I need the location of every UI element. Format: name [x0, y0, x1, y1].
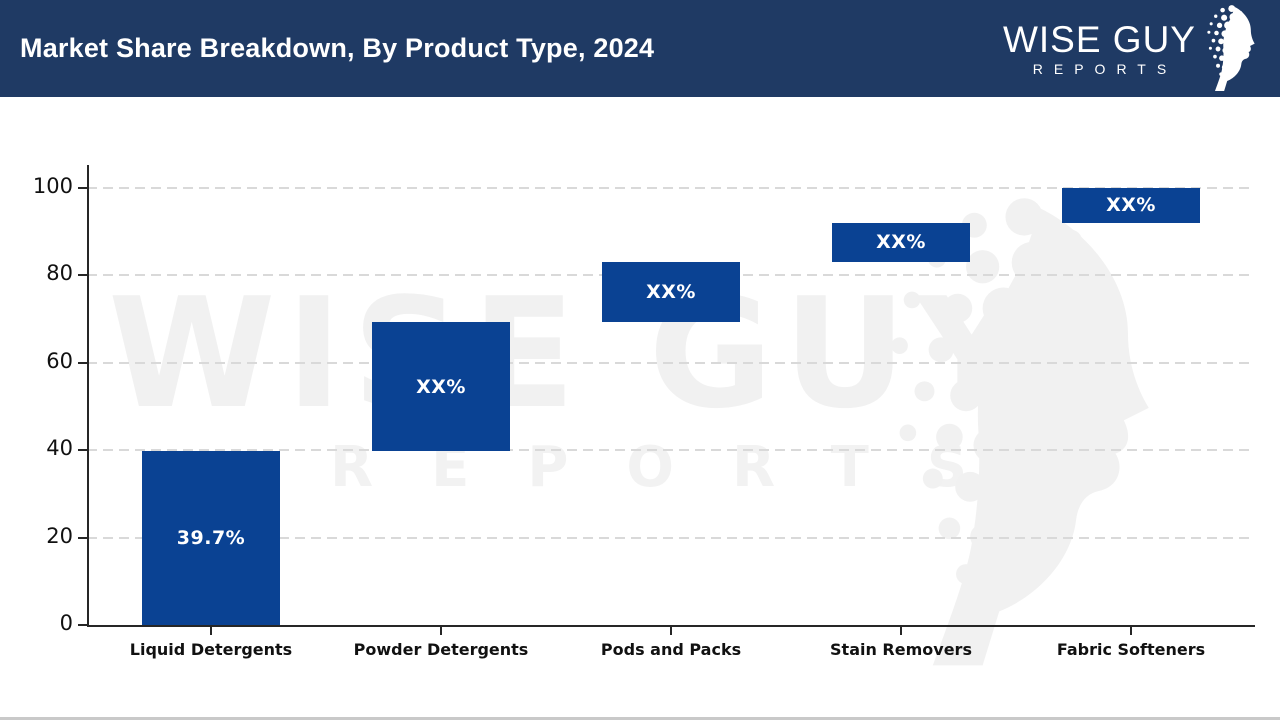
y-tick-label: 40 — [46, 436, 73, 460]
x-tick-mark — [440, 627, 442, 635]
bar-pods-and-packs: XX% — [602, 261, 740, 322]
gridline-100 — [87, 186, 1255, 189]
logo-wordmark-line2: REPORTS — [1032, 60, 1178, 77]
y-tick-label: 0 — [59, 611, 73, 635]
y-tick-label: 20 — [46, 523, 73, 548]
waterfall-chart: 0 20 40 60 80 100 39.7% Liquid Detergents XX% Pow… — [0, 97, 1280, 720]
y-tick-label: 100 — [32, 173, 73, 198]
brand-logo: WISE GUY REPORTS — [1003, 4, 1262, 94]
logo-wordmark-line1: WISE GUY — [1002, 18, 1196, 60]
bar-powder-detergents: XX% — [372, 321, 510, 452]
page-title: Market Share Breakdown, By Product Type,… — [20, 33, 655, 63]
bottom-divider — [0, 717, 1280, 720]
bar-value-label: XX% — [1106, 194, 1156, 216]
x-tick-label: Pods and Packs — [600, 640, 742, 659]
y-tick-mark — [78, 624, 87, 626]
watermark-text-line1: WISE GUY — [108, 265, 1037, 442]
bar-stain-removers: XX% — [832, 222, 970, 262]
bar-fabric-softeners: XX% — [1062, 187, 1200, 223]
x-tick-label: Stain Removers — [830, 640, 972, 659]
bar-liquid-detergents: 39.7% — [142, 451, 280, 625]
header-bar: Market Share Breakdown, By Product Type,… — [0, 0, 1280, 97]
y-tick-label: 80 — [46, 261, 73, 285]
y-tick-mark — [78, 186, 87, 189]
y-tick-mark — [78, 361, 87, 364]
chart-area: WISE GUY REPORTS 0 20 40 60 80 100 39.7% Liquid… — [0, 97, 1280, 720]
bar-value-label: XX% — [646, 280, 696, 303]
y-tick-mark — [78, 274, 87, 276]
x-tick-label: Powder Detergents — [353, 640, 529, 659]
y-tick-mark — [78, 536, 87, 539]
gridline-60 — [87, 361, 1255, 364]
y-axis-line — [87, 165, 89, 627]
gridline-20 — [87, 536, 1255, 539]
x-tick-mark — [670, 627, 672, 635]
logo-wordmark: WISE GUY REPORTS — [1003, 21, 1196, 77]
y-tick-label: 60 — [46, 348, 73, 373]
x-tick-label: Liquid Detergents — [129, 640, 293, 659]
bar-value-label: XX% — [876, 231, 926, 254]
bar-value-label: 39.7% — [176, 527, 246, 550]
x-tick-mark — [900, 627, 902, 635]
x-tick-mark — [1130, 627, 1132, 635]
x-tick-mark — [210, 627, 212, 635]
y-tick-mark — [78, 449, 87, 451]
bar-value-label: XX% — [416, 375, 466, 398]
x-axis-line — [87, 625, 1255, 627]
gridline-40 — [87, 449, 1255, 451]
x-tick-label: Fabric Softeners — [1056, 640, 1206, 659]
logo-face-icon — [1207, 4, 1255, 91]
